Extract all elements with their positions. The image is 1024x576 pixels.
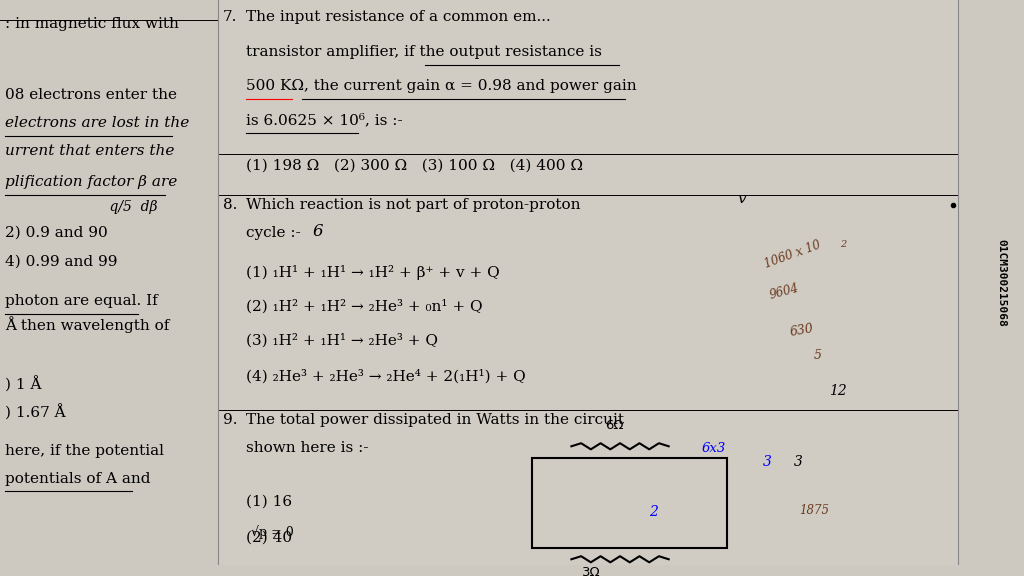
Text: shown here is :-: shown here is :- — [246, 441, 369, 455]
Text: (1) 16: (1) 16 — [246, 494, 292, 509]
Text: 1060 x 10: 1060 x 10 — [763, 238, 823, 271]
Text: √p = 0: √p = 0 — [251, 526, 294, 540]
Text: (2) ₁H² + ₁H² → ₂He³ + ₀n¹ + Q: (2) ₁H² + ₁H² → ₂He³ + ₀n¹ + Q — [246, 299, 482, 313]
Text: 3: 3 — [794, 455, 803, 469]
Text: 2: 2 — [840, 240, 846, 249]
Text: 08 electrons enter the: 08 electrons enter the — [5, 88, 177, 102]
Text: 4) 0.99 and 99: 4) 0.99 and 99 — [5, 255, 118, 268]
Bar — [218, 0, 958, 565]
Text: 6x3: 6x3 — [701, 442, 726, 455]
Text: urrent that enters the: urrent that enters the — [5, 144, 174, 158]
Text: : in magnetic flux with: : in magnetic flux with — [5, 17, 179, 31]
Text: plification factor β are: plification factor β are — [5, 175, 177, 190]
Text: 3: 3 — [763, 455, 772, 469]
Text: is 6.0625 × 10⁶, is :-: is 6.0625 × 10⁶, is :- — [246, 113, 402, 127]
Text: 6Ω: 6Ω — [605, 419, 624, 432]
Text: 3Ω: 3Ω — [582, 566, 600, 576]
Text: photon are equal. If: photon are equal. If — [5, 294, 158, 308]
Text: Å then wavelength of: Å then wavelength of — [5, 316, 170, 334]
Text: 6: 6 — [312, 223, 323, 240]
Text: (3) ₁H² + ₁H¹ → ₂He³ + Q: (3) ₁H² + ₁H¹ → ₂He³ + Q — [246, 333, 437, 347]
Text: 8.: 8. — [223, 198, 238, 212]
Text: q/5  dβ: q/5 dβ — [92, 199, 158, 214]
Text: cycle :-: cycle :- — [246, 226, 300, 240]
Text: (2) 40: (2) 40 — [246, 531, 292, 545]
Text: 12: 12 — [829, 384, 847, 398]
Text: (1) ₁H¹ + ₁H¹ → ₁H² + β⁺ + v + Q: (1) ₁H¹ + ₁H¹ → ₁H² + β⁺ + v + Q — [246, 264, 500, 279]
Text: 1875: 1875 — [799, 504, 828, 517]
Text: 630: 630 — [788, 322, 814, 339]
Text: (1) 198 Ω   (2) 300 Ω   (3) 100 Ω   (4) 400 Ω: (1) 198 Ω (2) 300 Ω (3) 100 Ω (4) 400 Ω — [246, 158, 583, 172]
Text: potentials of A and: potentials of A and — [5, 472, 151, 486]
Text: 2: 2 — [649, 505, 658, 519]
Text: 7.: 7. — [223, 10, 238, 24]
Text: The total power dissipated in Watts in the circuit: The total power dissipated in Watts in t… — [246, 412, 624, 426]
Text: 500 KΩ, the current gain α = 0.98 and power gain: 500 KΩ, the current gain α = 0.98 and po… — [246, 79, 636, 93]
Bar — [532, 457, 727, 548]
Text: v: v — [737, 192, 745, 206]
Text: 01CM300215068: 01CM300215068 — [996, 238, 1007, 327]
Text: transistor amplifier, if the output resistance is: transistor amplifier, if the output resi… — [246, 46, 601, 59]
Text: ) 1.67 Å: ) 1.67 Å — [5, 405, 66, 421]
Text: 9604: 9604 — [768, 282, 801, 302]
Text: 2) 0.9 and 90: 2) 0.9 and 90 — [5, 226, 108, 240]
Text: 5: 5 — [814, 348, 822, 362]
Text: The input resistance of a common em...: The input resistance of a common em... — [246, 10, 550, 24]
Text: 9.: 9. — [223, 412, 238, 426]
Text: electrons are lost in the: electrons are lost in the — [5, 116, 189, 130]
Text: Which reaction is not part of proton-proton: Which reaction is not part of proton-pro… — [246, 198, 581, 212]
Text: here, if the potential: here, if the potential — [5, 444, 164, 457]
Text: ) 1 Å: ) 1 Å — [5, 376, 42, 393]
Text: (4) ₂He³ + ₂He³ → ₂He⁴ + 2(₁H¹) + Q: (4) ₂He³ + ₂He³ → ₂He⁴ + 2(₁H¹) + Q — [246, 370, 525, 384]
